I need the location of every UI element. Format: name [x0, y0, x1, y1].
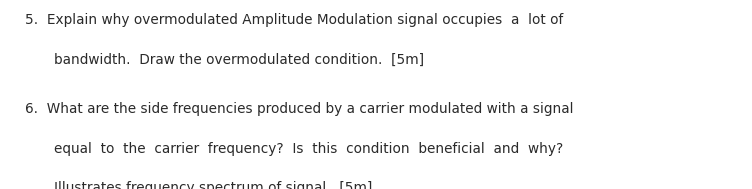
Text: bandwidth.  Draw the overmodulated condition.  [5m]: bandwidth. Draw the overmodulated condit…: [54, 53, 424, 67]
Text: 5.  Explain why overmodulated Amplitude Modulation signal occupies  a  lot of: 5. Explain why overmodulated Amplitude M…: [25, 13, 563, 27]
Text: Illustrates frequency spectrum of signal.  [5m]: Illustrates frequency spectrum of signal…: [54, 181, 372, 189]
Text: 6.  What are the side frequencies produced by a carrier modulated with a signal: 6. What are the side frequencies produce…: [25, 102, 573, 116]
Text: equal  to  the  carrier  frequency?  Is  this  condition  beneficial  and  why?: equal to the carrier frequency? Is this …: [54, 142, 563, 156]
